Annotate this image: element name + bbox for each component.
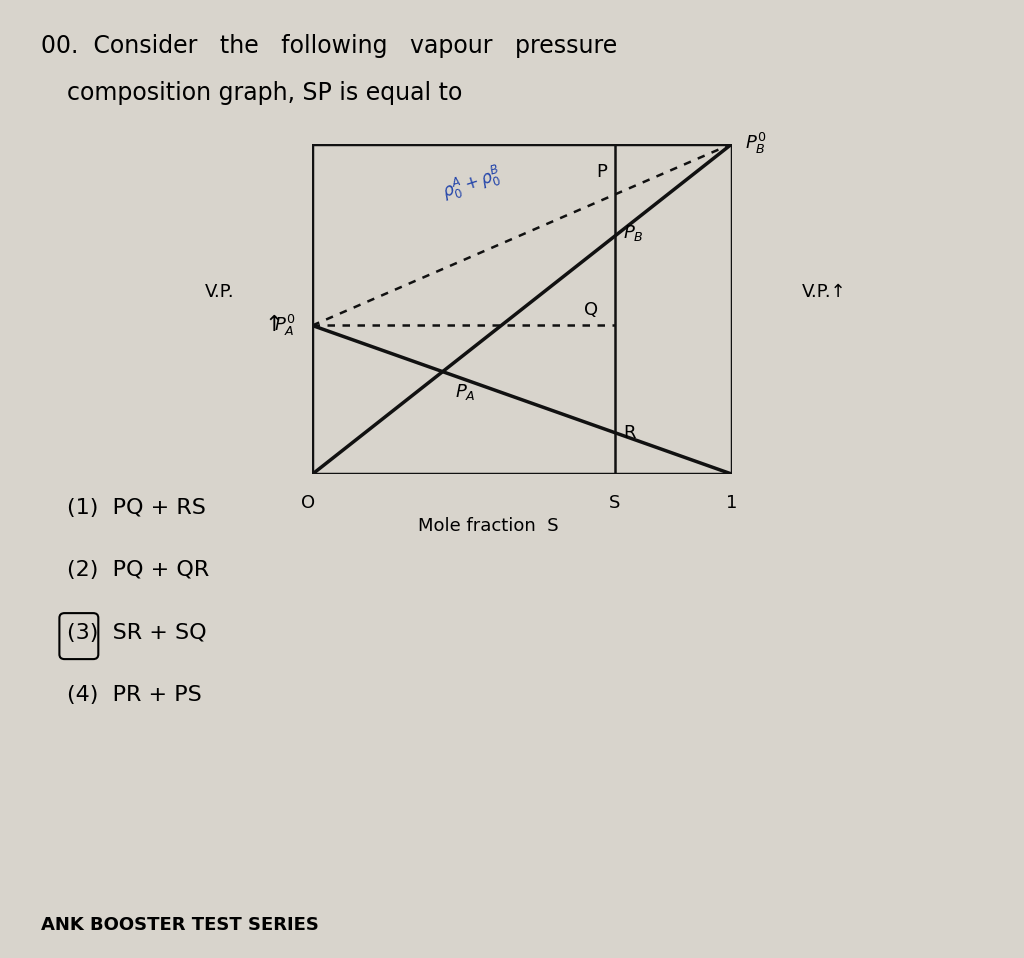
Text: ↑: ↑ [264, 315, 283, 335]
Text: R: R [623, 423, 636, 442]
Text: $P_B$: $P_B$ [623, 223, 644, 243]
Text: S: S [609, 494, 621, 512]
Text: Mole fraction  S: Mole fraction S [419, 517, 559, 536]
Text: (4)  PR + PS: (4) PR + PS [67, 685, 202, 705]
Text: composition graph, SP is equal to: composition graph, SP is equal to [67, 81, 462, 105]
Text: P: P [597, 164, 607, 181]
Text: $P_A^0$: $P_A^0$ [274, 313, 296, 338]
Text: $P_A$: $P_A$ [456, 381, 476, 401]
Text: $\rho_0^A + \rho_0^B$: $\rho_0^A + \rho_0^B$ [439, 162, 505, 205]
Text: 00.  Consider   the   following   vapour   pressure: 00. Consider the following vapour pressu… [41, 34, 617, 57]
Text: O: O [301, 494, 315, 512]
Text: (3)  SR + SQ: (3) SR + SQ [67, 623, 206, 643]
Text: $P_B^0$: $P_B^0$ [744, 131, 766, 156]
Text: 1: 1 [726, 494, 738, 512]
Text: ANK BOOSTER TEST SERIES: ANK BOOSTER TEST SERIES [41, 916, 318, 934]
Text: (1)  PQ + RS: (1) PQ + RS [67, 498, 206, 518]
Text: V.P.: V.P. [205, 284, 234, 302]
Text: V.P.↑: V.P.↑ [802, 284, 847, 302]
Text: (2)  PQ + QR: (2) PQ + QR [67, 560, 209, 581]
Text: Q: Q [584, 301, 598, 319]
